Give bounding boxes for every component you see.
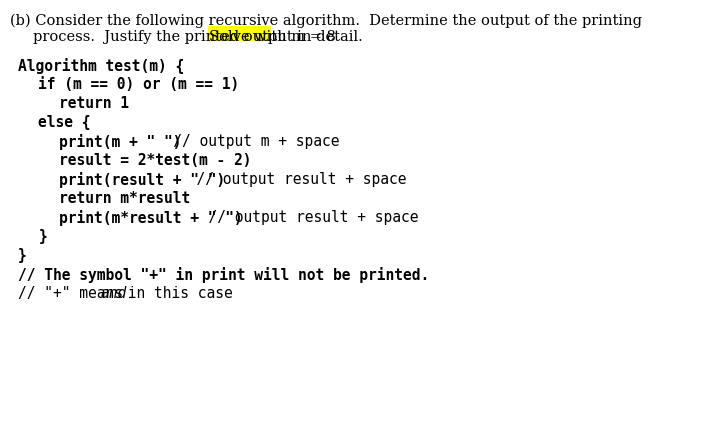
Text: }: } — [18, 247, 27, 262]
Text: return m*result: return m*result — [59, 190, 190, 206]
Text: print(result + " "): print(result + " ") — [59, 172, 225, 187]
Text: // output result + space: // output result + space — [179, 172, 406, 187]
Text: print(m + " "): print(m + " ") — [59, 134, 182, 150]
Text: // output result + space: // output result + space — [191, 209, 419, 224]
Text: print(m*result + " "): print(m*result + " ") — [59, 209, 242, 225]
Text: process.  Justify the printed output in detail.: process. Justify the printed output in d… — [10, 30, 376, 44]
Text: (b) Consider the following recursive algorithm.  Determine the output of the pri: (b) Consider the following recursive alg… — [10, 14, 642, 28]
Text: // output m + space: // output m + space — [147, 134, 340, 149]
Text: Solve with m = 8: Solve with m = 8 — [209, 30, 336, 44]
Text: if (m == 0) or (m == 1): if (m == 0) or (m == 1) — [38, 77, 240, 92]
Text: }: } — [38, 228, 47, 243]
Text: Algorithm test(m) {: Algorithm test(m) { — [18, 58, 184, 74]
Text: and: and — [100, 286, 126, 300]
Text: // The symbol "+" in print will not be printed.: // The symbol "+" in print will not be p… — [18, 266, 429, 283]
Text: // "+" means: // "+" means — [18, 286, 132, 300]
Text: result = 2*test(m - 2): result = 2*test(m - 2) — [59, 153, 251, 168]
Text: else {: else { — [38, 115, 91, 130]
Text: in this case: in this case — [119, 286, 233, 300]
Text: return 1: return 1 — [59, 96, 129, 111]
Bar — [208, 27, 271, 42]
